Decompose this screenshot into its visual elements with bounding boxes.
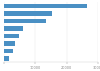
Bar [4,34,19,38]
Bar [4,19,46,23]
Bar [4,26,23,31]
Bar [4,49,13,53]
Bar [4,56,9,61]
Bar [4,11,52,16]
Bar [4,41,15,46]
Bar [4,4,87,8]
